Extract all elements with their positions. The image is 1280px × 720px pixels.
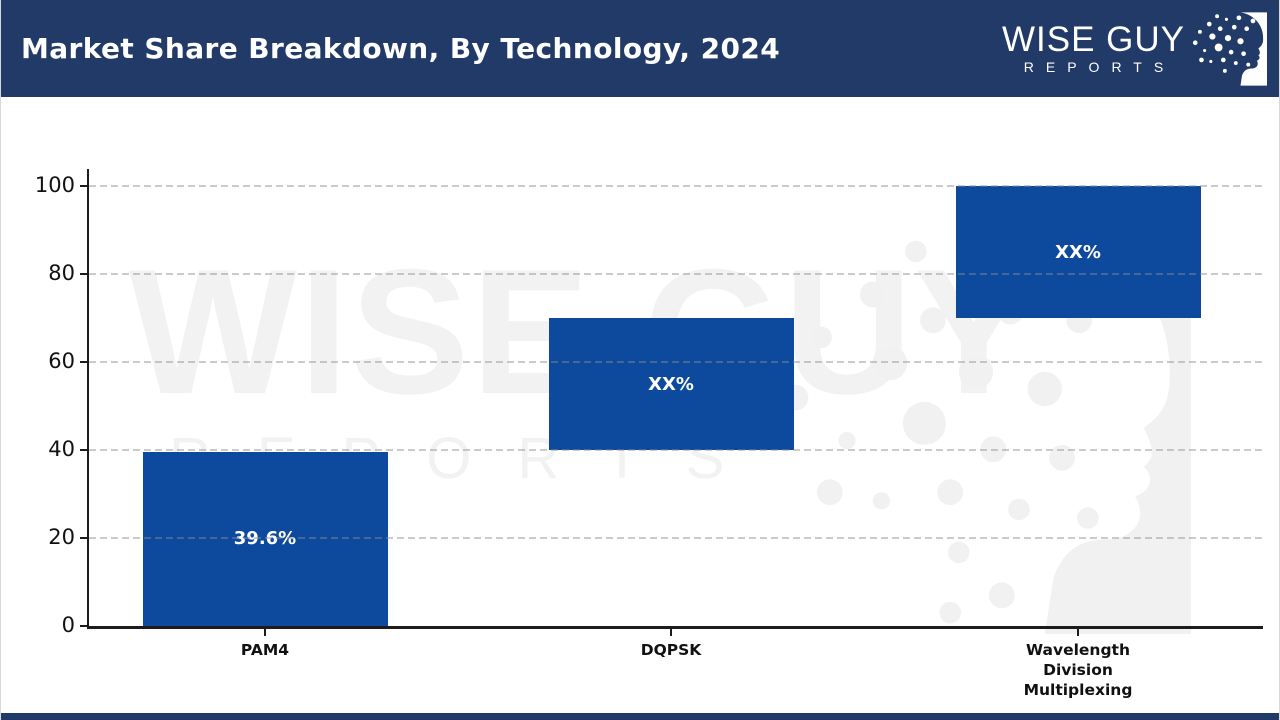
gridline-60 <box>89 361 1263 363</box>
y-tick-20 <box>80 537 89 539</box>
gridline-20 <box>89 537 1263 539</box>
page-title: Market Share Breakdown, By Technology, 2… <box>21 32 781 65</box>
y-tick-label-40: 40 <box>48 437 75 461</box>
logo-wordmark-line1: WISE GUY <box>1001 19 1185 59</box>
bar-dqpsk: XX% <box>548 318 794 450</box>
y-tick-label-20: 20 <box>48 525 75 549</box>
bar-value-label: 39.6% <box>234 528 296 549</box>
chart-area: WISE GUY REPORTS 39.6%XX%XX%020406080100… <box>1 97 1279 713</box>
x-category-label: PAM4 <box>240 641 290 659</box>
x-tick-1 <box>264 629 266 636</box>
y-axis-line <box>87 169 89 629</box>
x-tick-3 <box>1077 629 1079 636</box>
footer-bar <box>1 713 1279 720</box>
y-tick-0 <box>80 625 89 627</box>
y-tick-100 <box>80 185 89 187</box>
y-tick-label-60: 60 <box>48 349 75 373</box>
y-tick-80 <box>80 273 89 275</box>
bar-value-label: XX% <box>1055 241 1101 263</box>
y-tick-label-100: 100 <box>34 173 75 197</box>
bar-value-label: XX% <box>648 373 694 395</box>
y-tick-label-0: 0 <box>61 613 75 637</box>
brand-logo: WISE GUY REPORTS <box>1002 8 1267 90</box>
x-category-label: DQPSK <box>640 641 702 659</box>
plot: 39.6% XX% XX% 0 20 40 60 80 100 PAM4 DQPSK Waveleng… <box>1 97 1279 713</box>
logo-wordmark-line2: REPORTS <box>1023 58 1176 75</box>
watermark-face-icon <box>782 229 1191 635</box>
x-tick-2 <box>670 629 672 636</box>
y-tick-label-80: 80 <box>48 261 75 285</box>
y-tick-40 <box>80 449 89 451</box>
header-bar: Market Share Breakdown, By Technology, 2… <box>1 0 1279 97</box>
gridline-100 <box>89 185 1263 187</box>
logo-face-icon <box>1192 11 1267 86</box>
y-tick-60 <box>80 361 89 363</box>
bar-pam4: 39.6% <box>142 451 388 626</box>
logo-wordmark: WISE GUY REPORTS <box>1001 19 1185 76</box>
gridline-40 <box>89 449 1263 451</box>
x-category-label: Wavelength Division Multiplexing <box>1023 641 1133 699</box>
x-axis-line <box>87 626 1263 629</box>
gridline-80 <box>89 273 1263 275</box>
bar-wavelength: XX% <box>955 186 1201 318</box>
